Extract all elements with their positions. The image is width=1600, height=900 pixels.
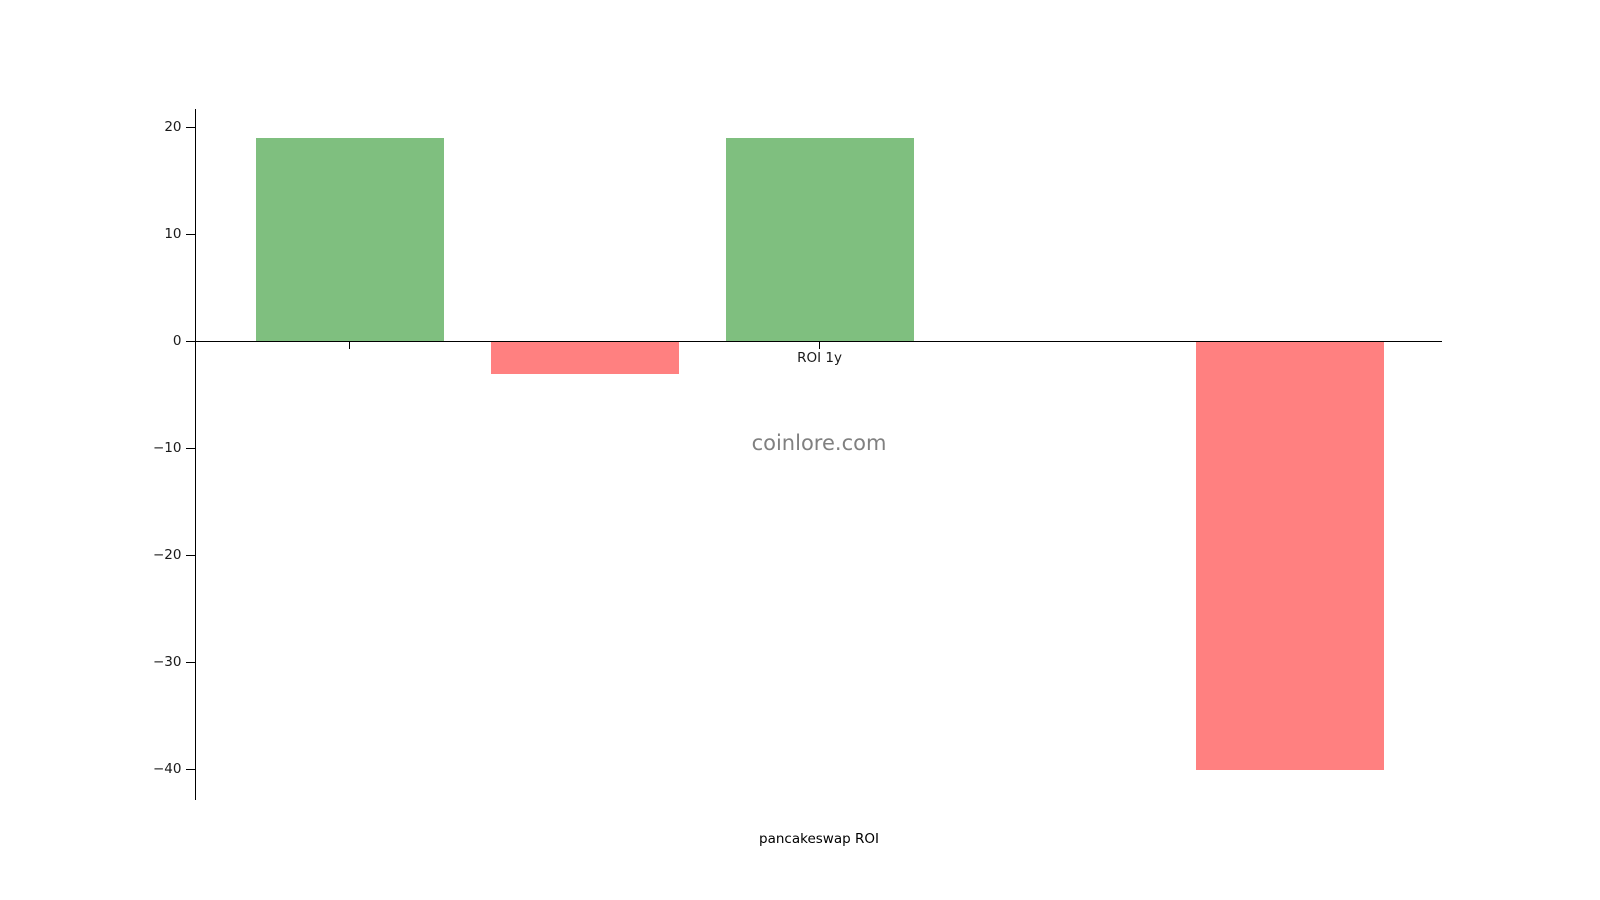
x-tick-mark [818,341,821,349]
y-tick-label: −20 [153,546,182,563]
y-tick-label: 0 [172,332,182,349]
y-tick-mark [185,340,195,343]
bar-slot-2 [725,138,914,342]
y-tick-mark [185,233,195,236]
y-axis-spine [194,109,196,800]
y-tick-label: −10 [153,439,182,456]
y-tick-mark [185,768,195,771]
y-tick-mark [185,554,195,557]
y-tick-mark [185,447,195,450]
watermark: coinlore.com [751,431,887,455]
y-tick-label: 10 [164,225,182,242]
y-tick-label: −30 [153,653,182,670]
bar-slot-4 [1195,341,1384,770]
y-tick-mark [185,126,195,129]
bar-slot-1 [490,341,679,374]
x-axis-title: pancakeswap ROI [759,831,879,847]
x-tick-mark [348,341,351,349]
x-axis-line [194,340,1442,343]
y-tick-label: −40 [153,760,182,777]
y-tick-mark [185,661,195,664]
x-tick-label: ROI 1y [797,349,842,366]
y-tick-label: 20 [164,118,182,135]
bar-slot-0 [255,138,444,342]
